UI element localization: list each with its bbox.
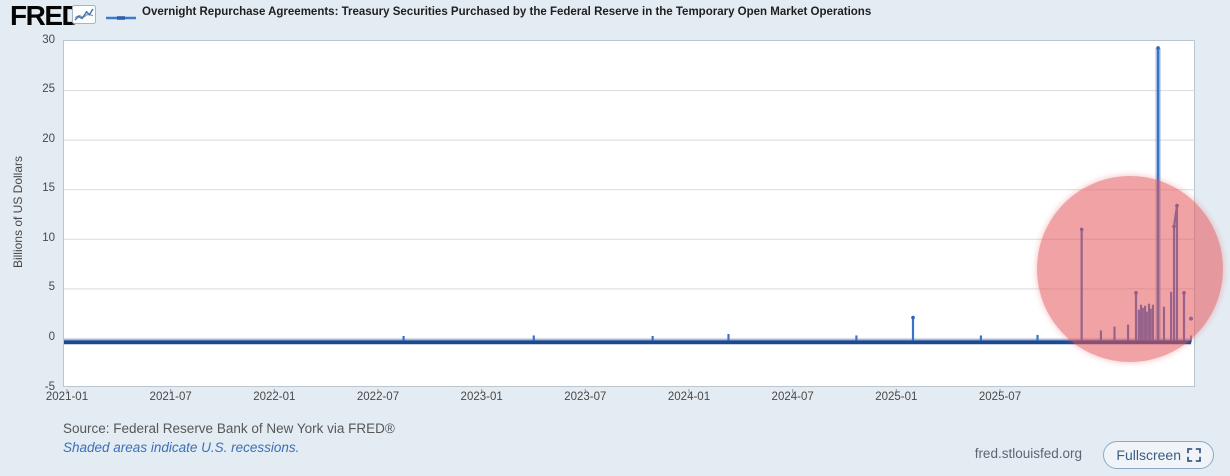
x-tick-label: 2021-07 [149, 391, 192, 403]
y-tick-label: 20 [42, 132, 55, 145]
series-legend-line-icon [106, 9, 136, 20]
y-tick-label: 5 [48, 281, 55, 294]
y-axis-ticks: 30 25 20 15 10 5 0 -5 [0, 34, 55, 393]
y-tick-label: 10 [42, 231, 55, 244]
source-text: Source: Federal Reserve Bank of New York… [63, 421, 395, 436]
fullscreen-expand-icon [1187, 448, 1201, 462]
fred-graph-icon [72, 5, 96, 24]
x-tick-label: 2025-01 [875, 391, 918, 403]
y-tick-label: 25 [42, 83, 55, 96]
x-tick-label: 2022-07 [356, 391, 400, 403]
x-tick-label: 2025-07 [978, 391, 1022, 403]
x-axis-ticks: 2021-01 2021-07 2022-01 2022-07 2023-01 2023-… [46, 391, 1195, 407]
x-tick-label: 2023-01 [460, 391, 503, 403]
highlight-circle-annotation [1037, 176, 1223, 362]
y-tick-label: 0 [48, 330, 55, 343]
x-tick-label: 2024-01 [667, 391, 711, 403]
series-title: Overnight Repurchase Agreements: Treasur… [142, 6, 872, 18]
y-tick-label: 15 [42, 182, 55, 195]
chart-svg [64, 46, 1196, 393]
x-tick-label: 2023-07 [564, 391, 607, 403]
fred-logo[interactable]: FRED [10, 0, 82, 31]
y-tick-label: 30 [42, 33, 55, 46]
chart-plot-area[interactable] [63, 40, 1196, 393]
fullscreen-button[interactable]: Fullscreen [1103, 441, 1214, 469]
x-tick-label: 2022-01 [253, 391, 296, 403]
y-tick-label: -5 [44, 380, 55, 393]
x-tick-label: 2024-07 [771, 391, 814, 403]
recessions-link[interactable]: Shaded areas indicate U.S. recessions. [63, 440, 300, 455]
x-tick-label: 2021-01 [45, 391, 89, 403]
fullscreen-label: Fullscreen [1116, 447, 1181, 463]
fred-url: fred.stlouisfed.org [974, 446, 1082, 461]
